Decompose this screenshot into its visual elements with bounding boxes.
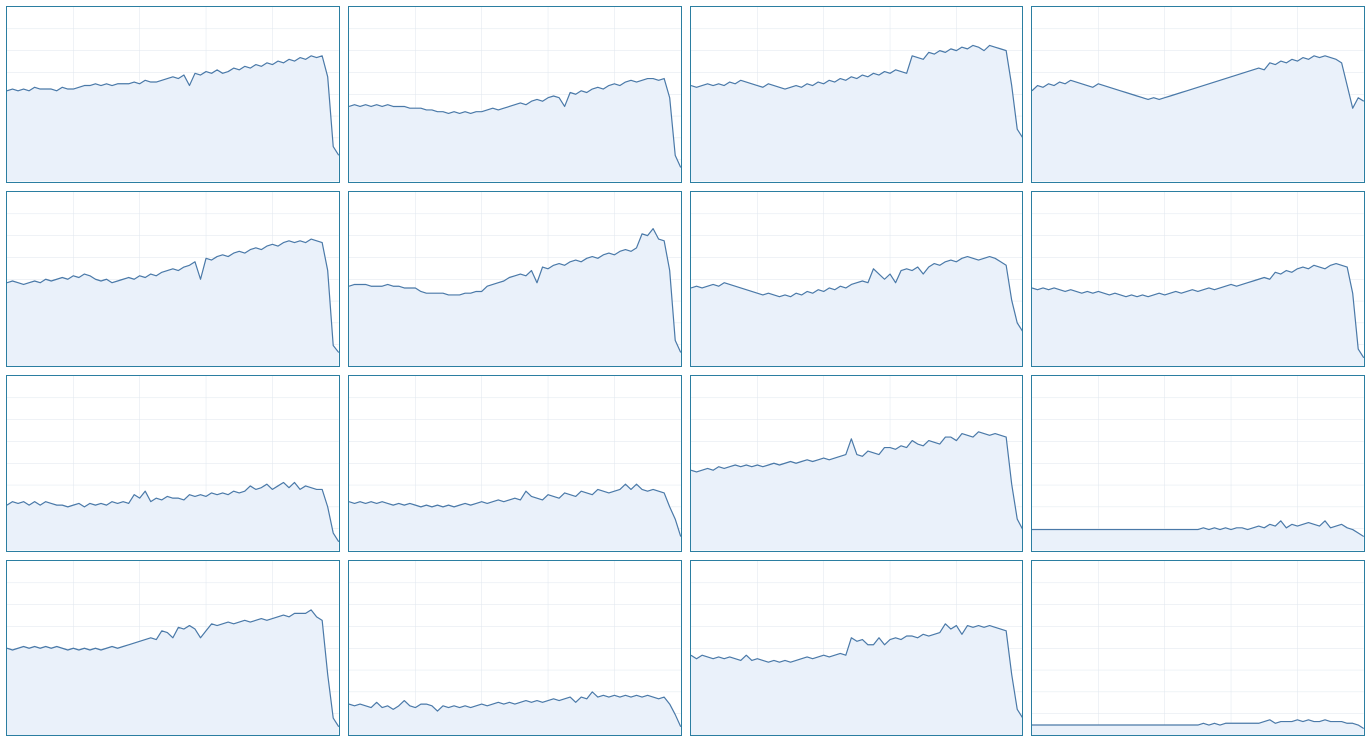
series-area xyxy=(349,691,681,735)
chart-panel-12 xyxy=(6,560,340,737)
series-area xyxy=(1032,521,1364,551)
series-area xyxy=(691,432,1023,551)
chart-panel-9 xyxy=(348,375,682,552)
series-area xyxy=(349,484,681,550)
chart-svg xyxy=(349,561,681,736)
series-area xyxy=(349,228,681,366)
chart-svg xyxy=(1032,192,1364,367)
series-area xyxy=(7,56,339,182)
chart-panel-10 xyxy=(690,375,1024,552)
chart-panel-7 xyxy=(1031,191,1365,368)
chart-panel-2 xyxy=(690,6,1024,183)
series-area xyxy=(1032,263,1364,366)
chart-svg xyxy=(349,376,681,551)
chart-panel-15 xyxy=(1031,560,1365,737)
chart-svg xyxy=(691,561,1023,736)
chart-panel-0 xyxy=(6,6,340,183)
chart-svg xyxy=(7,7,339,182)
chart-svg xyxy=(7,561,339,736)
series-area xyxy=(1032,56,1364,182)
chart-panel-4 xyxy=(6,191,340,368)
chart-svg xyxy=(7,376,339,551)
chart-grid xyxy=(0,0,1371,742)
gridlines xyxy=(1032,561,1364,736)
chart-svg xyxy=(7,192,339,367)
chart-panel-5 xyxy=(348,191,682,368)
series-area xyxy=(7,482,339,550)
chart-svg xyxy=(349,192,681,367)
series-area xyxy=(349,79,681,182)
chart-svg xyxy=(691,7,1023,182)
series-area xyxy=(1032,719,1364,735)
chart-svg xyxy=(349,7,681,182)
chart-panel-3 xyxy=(1031,6,1365,183)
chart-svg xyxy=(1032,376,1364,551)
chart-panel-14 xyxy=(690,560,1024,737)
chart-svg xyxy=(691,376,1023,551)
chart-svg xyxy=(1032,7,1364,182)
chart-panel-13 xyxy=(348,560,682,737)
chart-panel-11 xyxy=(1031,375,1365,552)
series-area xyxy=(691,45,1023,181)
chart-svg xyxy=(1032,561,1364,736)
chart-svg xyxy=(691,192,1023,367)
series-area xyxy=(691,256,1023,366)
chart-panel-6 xyxy=(690,191,1024,368)
chart-panel-1 xyxy=(348,6,682,183)
chart-panel-8 xyxy=(6,375,340,552)
series-area xyxy=(7,239,339,366)
series-area xyxy=(7,609,339,735)
